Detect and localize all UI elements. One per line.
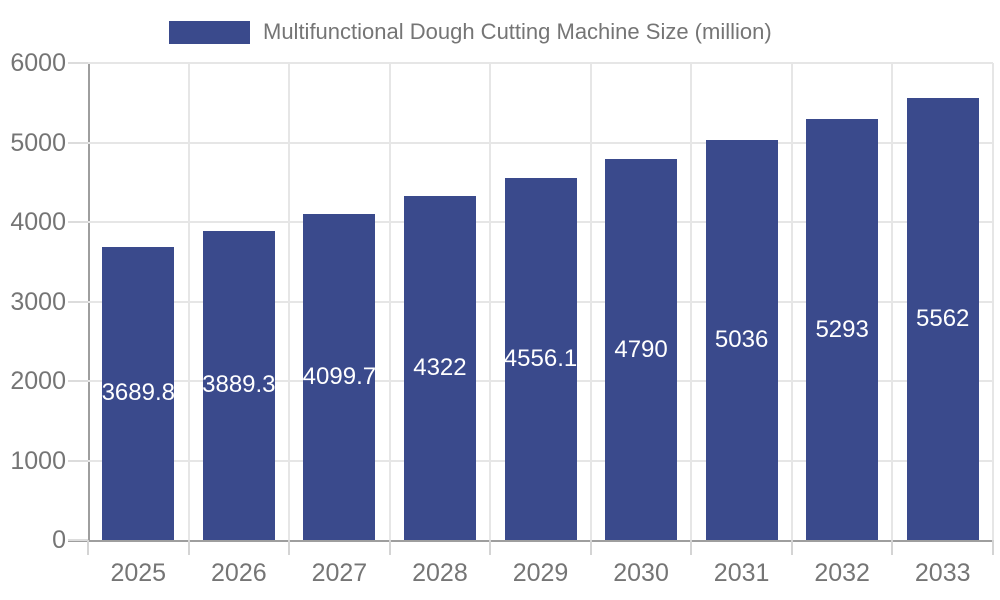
bar-2028: 4322 [403,196,476,540]
x-axis-label: 2032 [814,559,870,587]
y-axis-label: 0 [52,526,66,554]
bar-value-label: 4322 [413,354,467,382]
y-axis-label: 2000 [10,367,66,395]
y-axis-tick [68,62,88,64]
y-axis-tick [68,300,88,303]
x-axis-line [68,540,993,542]
x-axis-tick [891,540,894,555]
x-gridline [790,63,793,540]
x-axis-tick [388,540,391,555]
x-axis-tick [992,540,994,555]
bar-2027: 4099.7 [302,214,377,540]
bar-value-label: 5293 [815,315,869,343]
x-gridline [891,63,894,540]
x-gridline [690,63,693,540]
y-axis-label: 5000 [10,128,66,157]
x-gridline [589,63,592,540]
bar-value-label: 3889.3 [202,371,276,399]
bar-value-label: 4099.7 [302,363,377,391]
x-axis-label: 2031 [713,559,770,587]
y-gridline [88,62,993,64]
x-axis-tick [489,540,492,555]
y-axis-label: 1000 [10,446,66,475]
bar-2032: 5293 [806,119,879,540]
bar-value-label: 5036 [714,325,769,353]
x-axis-tick [790,540,793,555]
bar-2033: 5562 [906,97,979,540]
x-gridline [388,63,391,540]
bar-2025: 3689.8 [101,246,175,540]
y-gridline [88,141,993,144]
x-axis-tick [589,540,592,555]
x-gridline [489,63,492,540]
x-gridline [992,63,994,540]
bar-2031: 5036 [705,139,778,540]
x-axis-label: 2030 [613,559,669,587]
x-axis-tick [288,540,291,555]
x-axis-label: 2028 [412,559,468,587]
legend-swatch [169,20,250,44]
x-axis-tick [87,540,89,555]
bar-value-label: 4556.1 [503,344,578,372]
x-axis-label: 2029 [512,559,569,587]
bar-value-label: 5562 [916,304,970,332]
y-axis-tick [68,380,88,382]
legend: Multifunctional Dough Cutting Machine Si… [169,19,772,44]
y-axis-tick [68,539,88,541]
bar-value-label: 4790 [614,335,668,363]
y-axis-label: 4000 [10,208,66,236]
x-axis-label: 2026 [211,559,267,587]
bar-2029: 4556.1 [503,177,578,540]
bar-2026: 3889.3 [202,230,276,540]
y-axis-label: 6000 [10,49,66,77]
bar-value-label: 3689.8 [101,379,175,407]
x-axis-label: 2025 [110,559,167,587]
y-axis-label: 3000 [10,287,66,316]
x-axis-label: 2027 [311,559,368,587]
x-axis-tick [187,540,190,555]
x-gridline [187,63,190,540]
x-axis-tick [690,540,693,555]
legend-label: Multifunctional Dough Cutting Machine Si… [263,19,772,44]
bar-2030: 4790 [605,159,678,540]
x-axis-label: 2033 [914,559,971,587]
y-axis-tick [68,221,88,223]
y-axis-tick [68,141,88,144]
plot-area: 3689.8 2025 3889.3 2026 4099.7 2027 4322 2028 45… [68,62,994,587]
y-axis-tick [68,459,88,462]
x-gridline [288,63,291,540]
